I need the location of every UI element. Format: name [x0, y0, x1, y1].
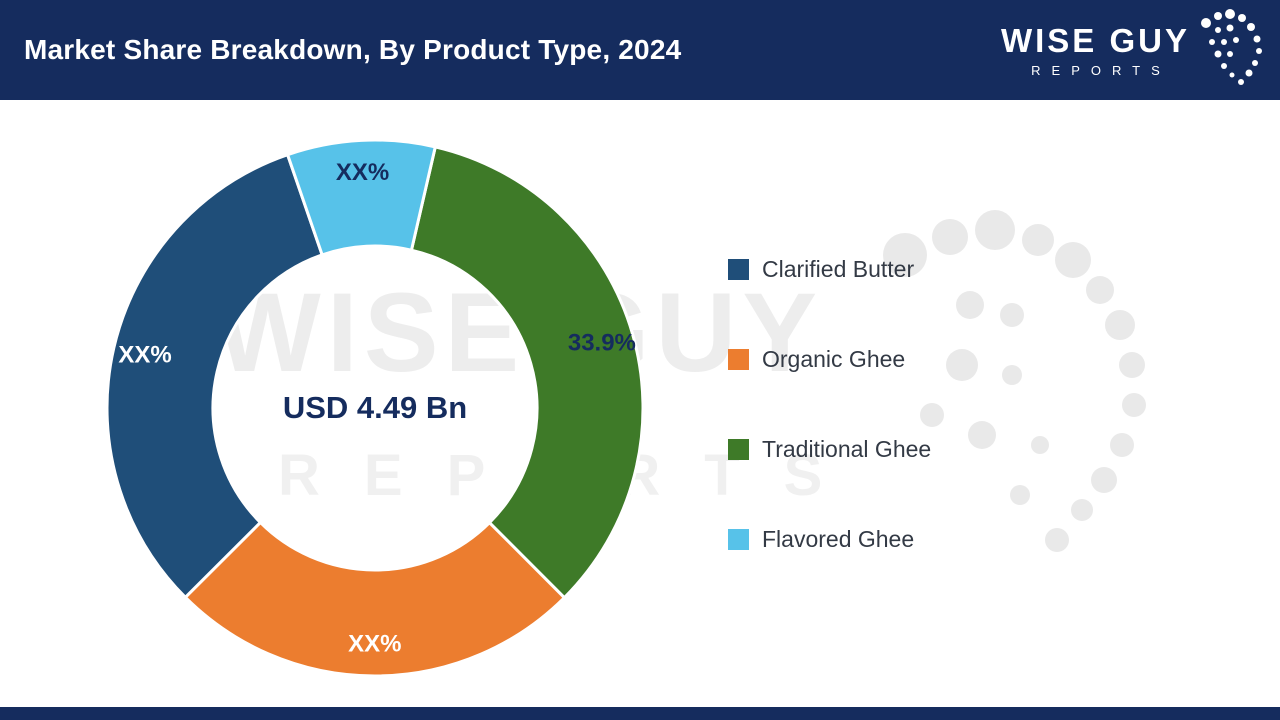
legend-label: Clarified Butter [762, 256, 915, 282]
slice-value-label: 33.9% [568, 330, 636, 357]
legend-swatch-flavored-ghee [728, 529, 749, 550]
legend-label: Organic Ghee [762, 346, 906, 372]
donut-slice-clarified-butter[interactable] [105, 153, 324, 599]
brand-face-icon [1201, 9, 1262, 85]
brand-name: WISE GUY [1000, 22, 1190, 59]
legend-label: Flavored Ghee [762, 526, 915, 552]
slice-value-label: XX% [348, 630, 401, 657]
donut-slice-flavored-ghee[interactable] [286, 138, 437, 257]
watermark-face-icon [883, 210, 1146, 552]
legend-swatch-traditional-ghee [728, 439, 749, 460]
donut-slice-organic-ghee[interactable] [183, 520, 566, 678]
header-bar: Market Share Breakdown, By Product Type,… [0, 0, 1280, 100]
page-title: Market Share Breakdown, By Product Type,… [24, 34, 682, 65]
slice-value-label: XX% [118, 341, 171, 368]
brand-subtitle: REPORTS [1031, 63, 1171, 78]
slice-value-label: XX% [336, 159, 389, 186]
legend-swatch-clarified-butter [728, 259, 749, 280]
legend-item-traditional-ghee[interactable]: Traditional Ghee [728, 436, 931, 463]
legend-label: Traditional Ghee [762, 436, 932, 462]
donut-chart-area: 33.9% XX% XX% XX% USD 4.49 Bn [103, 136, 647, 680]
chart-legend: Clarified Butter Organic Ghee Traditiona… [728, 256, 931, 553]
legend-swatch-organic-ghee [728, 349, 749, 370]
legend-item-flavored-ghee[interactable]: Flavored Ghee [728, 526, 931, 553]
footer-bar [0, 707, 1280, 720]
brand-logo-text: WISE GUY REPORTS [1001, 22, 1190, 78]
legend-item-clarified-butter[interactable]: Clarified Butter [728, 256, 931, 283]
donut-slice-traditional-ghee[interactable] [409, 145, 645, 600]
legend-item-organic-ghee[interactable]: Organic Ghee [728, 346, 931, 373]
brand-logo: WISE GUY REPORTS [1001, 7, 1264, 93]
donut-chart: 33.9% XX% XX% XX% [105, 138, 645, 678]
